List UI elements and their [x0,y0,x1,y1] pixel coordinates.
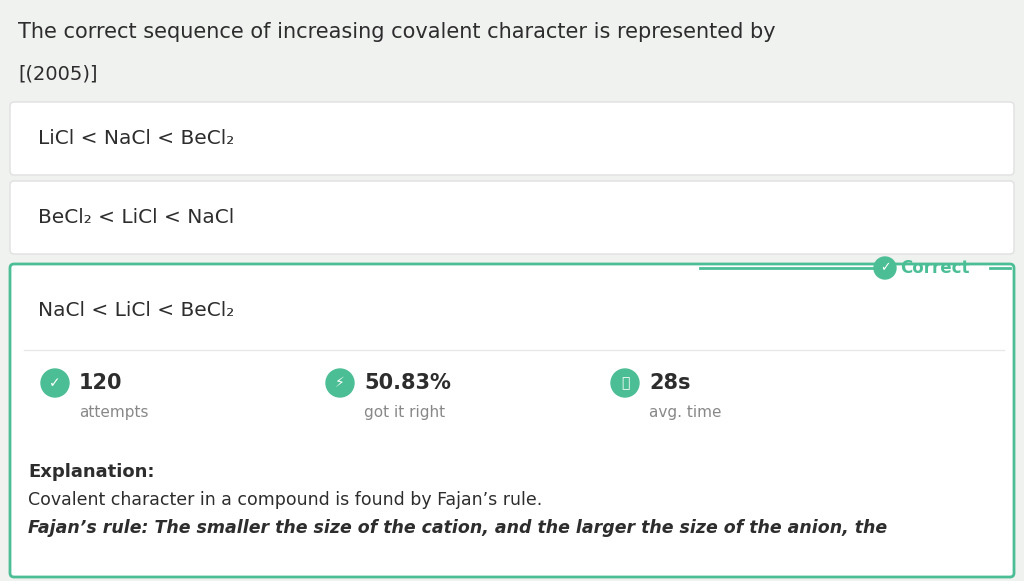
Text: 120: 120 [79,373,123,393]
Text: attempts: attempts [79,406,148,421]
FancyBboxPatch shape [10,181,1014,254]
Text: ✓: ✓ [49,376,60,390]
Text: [(2005)]: [(2005)] [18,64,97,83]
Circle shape [874,257,896,279]
Text: Explanation:: Explanation: [28,463,155,481]
Circle shape [326,369,354,397]
Text: got it right: got it right [364,406,445,421]
Text: Correct: Correct [900,259,970,277]
Circle shape [41,369,69,397]
Text: NaCl < LiCl < BeCl₂: NaCl < LiCl < BeCl₂ [38,300,234,320]
FancyBboxPatch shape [10,264,1014,577]
Text: ⚡: ⚡ [335,376,345,390]
Text: Fajan’s rule: The smaller the size of the cation, and the larger the size of the: Fajan’s rule: The smaller the size of th… [28,519,887,537]
Text: BeCl₂ < LiCl < NaCl: BeCl₂ < LiCl < NaCl [38,208,234,227]
Text: 28s: 28s [649,373,690,393]
Circle shape [611,369,639,397]
Text: Covalent character in a compound is found by Fajan’s rule.: Covalent character in a compound is foun… [28,491,543,509]
Text: avg. time: avg. time [649,406,722,421]
Text: ⏱: ⏱ [621,376,629,390]
Text: LiCl < NaCl < BeCl₂: LiCl < NaCl < BeCl₂ [38,129,234,148]
Text: 50.83%: 50.83% [364,373,451,393]
Text: The correct sequence of increasing covalent character is represented by: The correct sequence of increasing coval… [18,22,775,42]
Text: ✓: ✓ [880,261,890,274]
FancyBboxPatch shape [10,102,1014,175]
